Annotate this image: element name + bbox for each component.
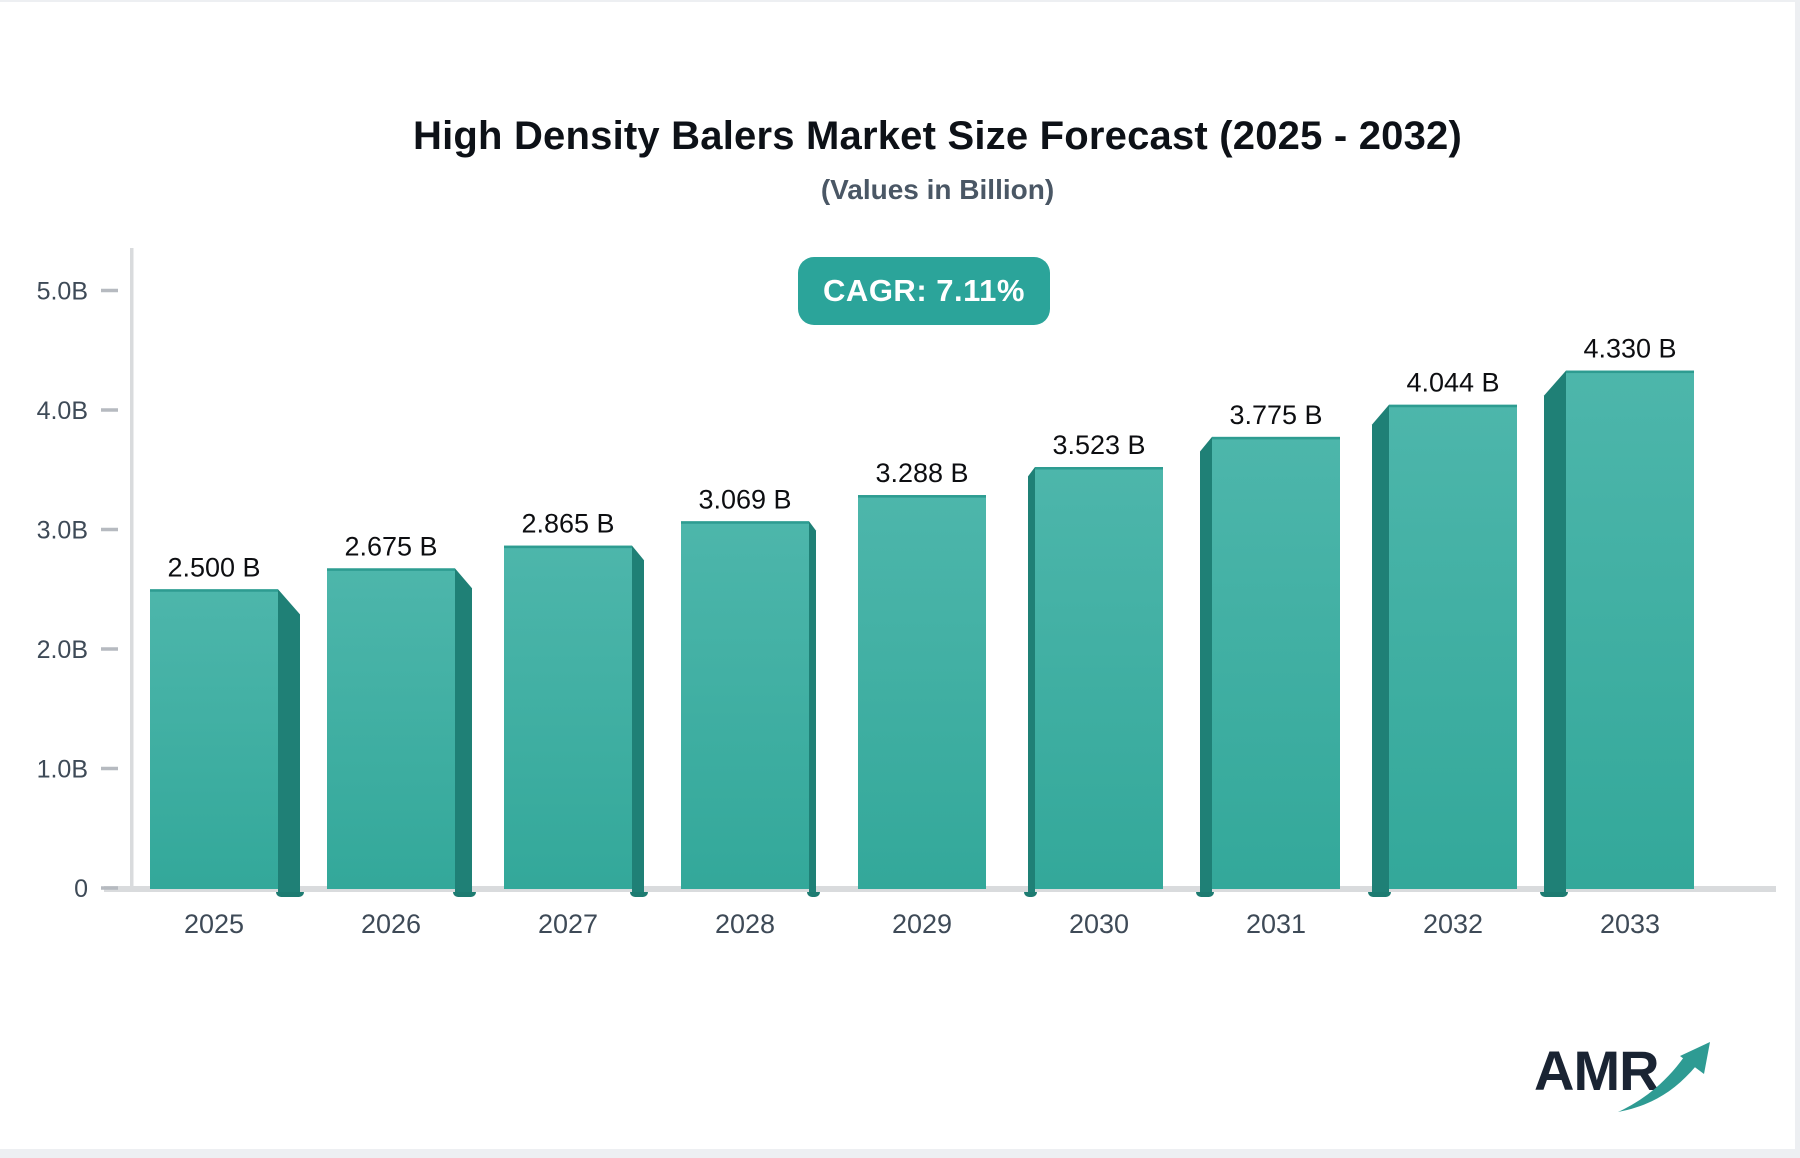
- y-axis-line: [130, 248, 134, 888]
- bar-2030: [1035, 467, 1163, 889]
- bar-2033: [1566, 370, 1694, 889]
- bar-side-face: [278, 589, 300, 892]
- bar-2025: [150, 589, 278, 889]
- bar-side-face: [455, 568, 472, 892]
- bar-top-edge: [681, 521, 809, 524]
- bar-side-face: [809, 521, 816, 892]
- growth-arrow-icon: [1618, 1042, 1710, 1112]
- x-axis-label: 2032: [1423, 909, 1483, 939]
- bar-value-label: 3.069 B: [698, 484, 791, 514]
- x-axis-label: 2031: [1246, 909, 1306, 939]
- x-axis-label: 2027: [538, 909, 598, 939]
- growth-arrow-head: [1680, 1042, 1710, 1074]
- bar-side-face: [1028, 467, 1035, 892]
- y-tick-label: 0: [74, 875, 88, 903]
- x-axis-label: 2029: [892, 909, 952, 939]
- bar-top-edge: [327, 568, 455, 571]
- bar-value-label: 3.523 B: [1052, 430, 1145, 460]
- bar-top-edge: [504, 545, 632, 549]
- y-tick-label: 2.0B: [37, 636, 88, 664]
- x-axis-label: 2033: [1600, 909, 1660, 939]
- bar-top-edge: [1389, 404, 1517, 408]
- y-tick-label: 4.0B: [37, 397, 88, 425]
- bar-2028: [681, 521, 809, 889]
- bar-value-label: 4.330 B: [1583, 334, 1676, 364]
- bar-value-label: 2.865 B: [521, 509, 614, 539]
- bar-top-edge: [858, 495, 986, 498]
- x-axis-label: 2026: [361, 909, 421, 939]
- bar-2027: [504, 545, 632, 889]
- x-axis-label: 2028: [715, 909, 775, 939]
- y-tick-label: 3.0B: [37, 516, 88, 544]
- bar-value-label: 3.775 B: [1229, 400, 1322, 430]
- y-tick-mark: [101, 766, 118, 771]
- cagr-badge: CAGR: 7.11%: [798, 257, 1050, 325]
- y-tick-mark: [101, 527, 118, 532]
- y-tick-mark: [101, 288, 118, 293]
- y-tick-mark: [101, 408, 118, 412]
- bar-side-face: [1372, 404, 1389, 892]
- y-tick-mark: [101, 886, 118, 890]
- bar-2031: [1212, 436, 1340, 889]
- bar-value-label: 2.675 B: [344, 531, 437, 561]
- chart-title: High Density Balers Market Size Forecast…: [412, 114, 1463, 158]
- bar-top-edge: [1566, 370, 1694, 374]
- bar-2029: [858, 495, 986, 889]
- x-axis-label: 2030: [1069, 909, 1129, 939]
- chart-subtitle: (Values in Billion): [820, 174, 1055, 205]
- y-tick-mark: [101, 647, 118, 651]
- bar-side-face: [1544, 370, 1566, 892]
- bar-2026: [327, 568, 455, 889]
- y-tick-label: 5.0B: [37, 277, 88, 305]
- x-axis-label: 2025: [184, 909, 244, 939]
- bar-side-face: [1200, 436, 1212, 892]
- amr-logo: AMR: [1534, 1038, 1734, 1118]
- bar-value-label: 3.288 B: [875, 458, 968, 488]
- bar-side-face: [632, 545, 644, 892]
- bar-top-edge: [150, 589, 278, 592]
- amr-logo-text: AMR: [1534, 1039, 1660, 1102]
- bar-top-edge: [1035, 467, 1163, 470]
- bar-2032: [1389, 404, 1517, 889]
- bar-value-label: 2.500 B: [167, 552, 260, 582]
- bar-value-label: 4.044 B: [1406, 368, 1499, 398]
- bar-top-edge: [1212, 436, 1340, 440]
- growth-arrow-swoosh: [1618, 1057, 1696, 1112]
- y-tick-label: 1.0B: [37, 755, 88, 783]
